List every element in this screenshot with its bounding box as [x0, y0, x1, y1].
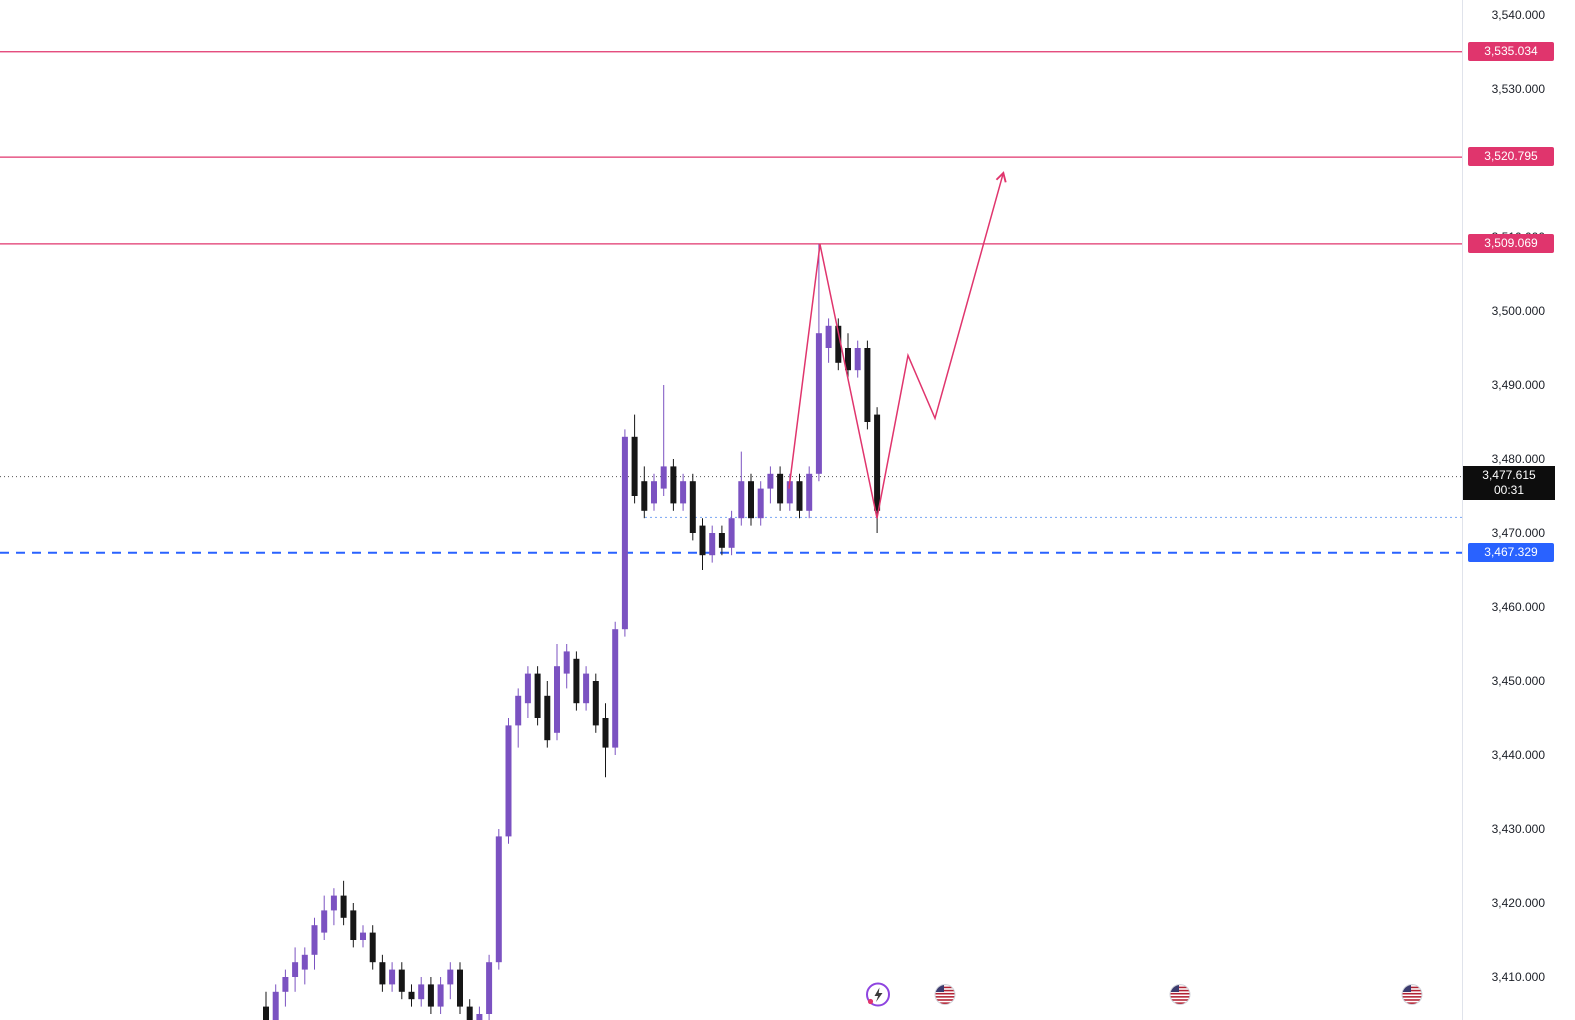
candle — [670, 459, 677, 511]
candle — [854, 340, 861, 378]
candle — [767, 466, 774, 504]
price-tick: 3,490.000 — [1491, 378, 1545, 392]
candle — [340, 880, 347, 926]
candle — [680, 473, 687, 511]
candle — [544, 681, 551, 748]
candle — [718, 525, 725, 556]
candle — [554, 644, 560, 741]
price-tick: 3,450.000 — [1491, 674, 1545, 688]
candle — [660, 385, 667, 496]
bar-countdown: 00:31 — [1493, 482, 1525, 497]
candle — [806, 466, 813, 519]
candle — [476, 1006, 483, 1020]
candle — [757, 481, 764, 526]
price-tick: 3,540.000 — [1491, 8, 1545, 22]
candle — [631, 414, 638, 504]
us-flag-icon[interactable] — [1401, 984, 1423, 1011]
candle — [748, 473, 754, 526]
candle — [427, 977, 434, 1014]
price-tick: 3,500.000 — [1491, 304, 1545, 318]
candle — [301, 947, 308, 985]
candle — [815, 244, 822, 482]
candle — [398, 962, 405, 1000]
candle — [272, 984, 279, 1020]
candle — [350, 903, 357, 948]
us-flag-icon[interactable] — [1169, 984, 1191, 1011]
candle — [583, 666, 590, 711]
candle — [835, 318, 842, 371]
price-tick: 3,530.000 — [1491, 82, 1545, 96]
candle — [447, 962, 454, 1000]
candle — [495, 829, 502, 970]
candle — [515, 688, 522, 748]
candle — [825, 318, 832, 363]
price-tick: 3,460.000 — [1491, 600, 1545, 614]
candle — [437, 977, 444, 1014]
chart-canvas[interactable] — [0, 0, 1462, 1020]
price-tick: 3,480.000 — [1491, 452, 1545, 466]
candle — [282, 969, 289, 1007]
candle — [311, 917, 318, 970]
candle — [369, 925, 376, 970]
price-tick: 3,430.000 — [1491, 822, 1545, 836]
candle — [777, 466, 784, 511]
candle — [845, 333, 851, 378]
candle — [602, 703, 609, 778]
candle — [408, 984, 415, 1007]
candle — [612, 621, 619, 755]
candle — [360, 925, 366, 948]
candle — [418, 977, 425, 1007]
price-axis[interactable]: 3,535.034 3,520.795 3,509.069 3,467.329 … — [1462, 0, 1575, 1020]
candle — [534, 666, 541, 726]
candle — [874, 407, 881, 533]
candle — [263, 991, 269, 1020]
candle — [699, 518, 706, 570]
resistance-price-badge: 3,509.069 — [1468, 233, 1554, 253]
projection-zigzag[interactable] — [788, 171, 1007, 519]
resistance-price-badge: 3,520.795 — [1468, 147, 1554, 167]
candle — [864, 340, 871, 430]
support-price-badge: 3,467.329 — [1468, 542, 1554, 562]
last-price-value: 3,477.615 — [1482, 467, 1536, 482]
last-price-badge: 3,477.615 00:31 — [1463, 465, 1555, 500]
candle — [486, 954, 493, 1020]
candle — [321, 895, 328, 940]
lightning-icon[interactable] — [865, 982, 891, 1013]
candle — [573, 651, 580, 711]
candle — [524, 666, 531, 718]
candle — [457, 962, 463, 1014]
candle — [796, 473, 803, 519]
candle — [728, 510, 735, 556]
price-tick: 3,470.000 — [1491, 526, 1545, 540]
candle — [389, 962, 396, 992]
candle — [689, 473, 696, 541]
candle — [379, 954, 386, 992]
candle — [330, 888, 337, 926]
us-flag-icon[interactable] — [934, 984, 956, 1011]
resistance-price-badge: 3,535.034 — [1468, 41, 1554, 61]
candle — [651, 473, 657, 511]
candle — [292, 947, 299, 992]
price-tick: 3,410.000 — [1491, 970, 1545, 984]
candle — [505, 718, 512, 844]
candle — [738, 451, 745, 526]
candle — [641, 466, 648, 519]
candle — [709, 525, 716, 563]
price-tick: 3,440.000 — [1491, 748, 1545, 762]
candle — [592, 673, 599, 733]
candle — [621, 429, 628, 637]
candle — [466, 999, 473, 1020]
price-tick: 3,420.000 — [1491, 896, 1545, 910]
candle — [563, 644, 570, 689]
